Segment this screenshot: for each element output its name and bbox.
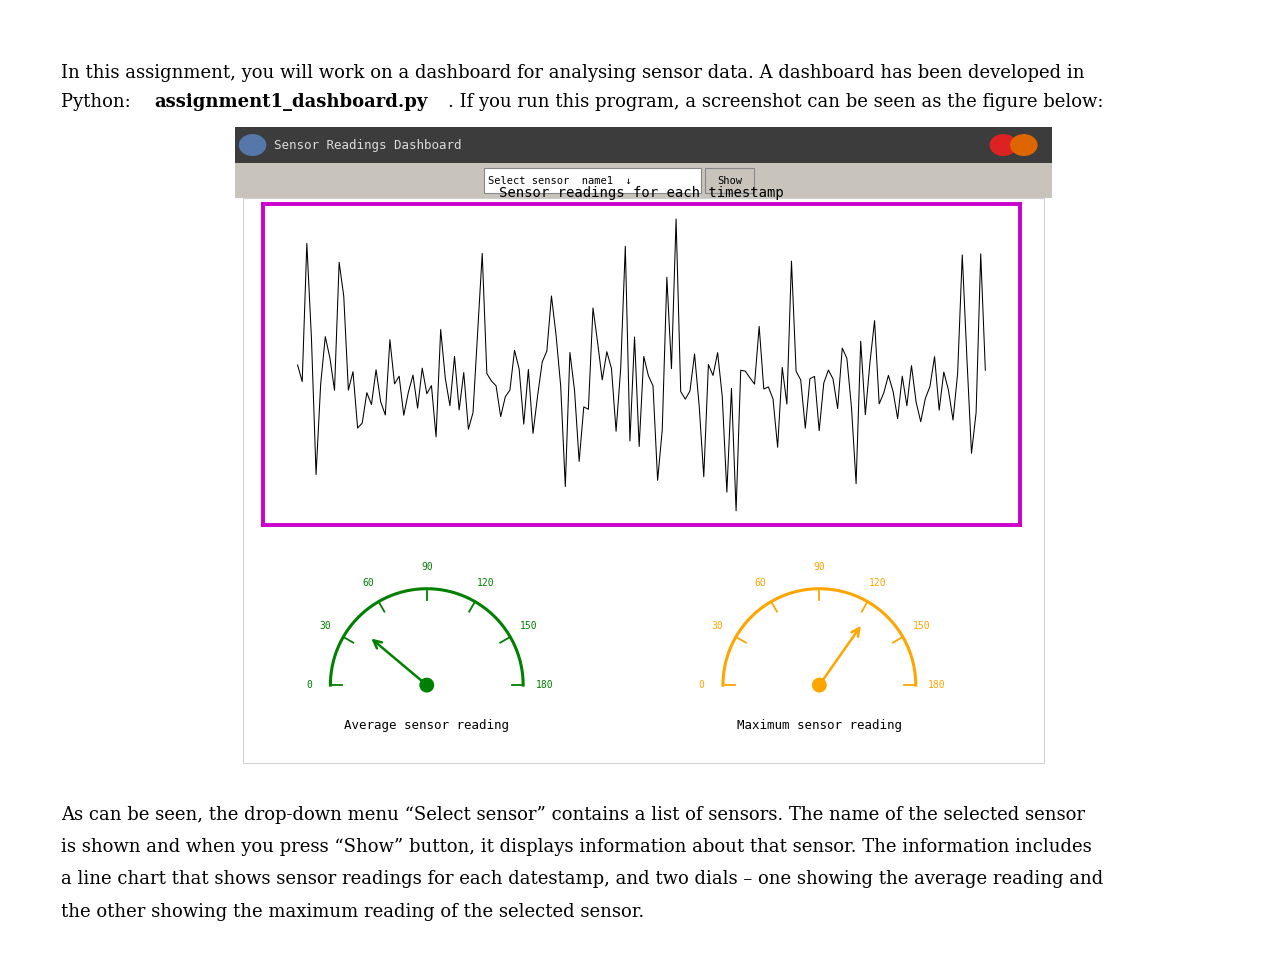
Text: 150: 150 <box>913 621 929 631</box>
Text: 180: 180 <box>928 680 946 690</box>
Text: Maximum sensor reading: Maximum sensor reading <box>737 719 902 732</box>
Text: 30: 30 <box>320 621 331 631</box>
Text: the other showing the maximum reading of the selected sensor.: the other showing the maximum reading of… <box>61 903 644 920</box>
Circle shape <box>1011 135 1037 155</box>
Text: a line chart that shows sensor readings for each datestamp, and two dials – one : a line chart that shows sensor readings … <box>61 870 1103 888</box>
Text: Sensor Readings Dashboard: Sensor Readings Dashboard <box>274 138 462 152</box>
Text: 30: 30 <box>711 621 723 631</box>
Text: 90: 90 <box>814 563 825 572</box>
Circle shape <box>240 135 266 155</box>
Text: As can be seen, the drop-down menu “Select sensor” contains a list of sensors. T: As can be seen, the drop-down menu “Sele… <box>61 806 1085 823</box>
Circle shape <box>990 135 1017 155</box>
Text: is shown and when you press “Show” button, it displays information about that se: is shown and when you press “Show” butto… <box>61 838 1092 856</box>
Text: Select sensor  name1  ↓: Select sensor name1 ↓ <box>488 175 631 185</box>
Text: 120: 120 <box>477 578 495 588</box>
Text: 60: 60 <box>754 578 766 588</box>
Bar <box>235 163 1052 198</box>
Bar <box>484 169 701 193</box>
Text: 90: 90 <box>421 563 432 572</box>
Text: . If you run this program, a screenshot can be seen as the figure below:: . If you run this program, a screenshot … <box>449 93 1103 111</box>
Text: assignment1_dashboard.py: assignment1_dashboard.py <box>153 93 427 111</box>
Bar <box>235 127 1052 163</box>
Text: Show: Show <box>716 175 742 185</box>
Text: 60: 60 <box>363 578 374 588</box>
Text: 150: 150 <box>520 621 538 631</box>
Text: 120: 120 <box>870 578 886 588</box>
Text: Average sensor reading: Average sensor reading <box>345 719 510 732</box>
Title: Sensor readings for each timestamp: Sensor readings for each timestamp <box>500 186 784 201</box>
Text: 0: 0 <box>699 680 705 690</box>
Circle shape <box>420 678 434 692</box>
Text: 180: 180 <box>535 680 553 690</box>
Bar <box>705 169 754 193</box>
Circle shape <box>813 678 825 692</box>
Text: 0: 0 <box>307 680 312 690</box>
Text: In this assignment, you will work on a dashboard for analysing sensor data. A da: In this assignment, you will work on a d… <box>61 64 1084 81</box>
Text: Python:: Python: <box>61 93 137 111</box>
Bar <box>242 198 1045 762</box>
